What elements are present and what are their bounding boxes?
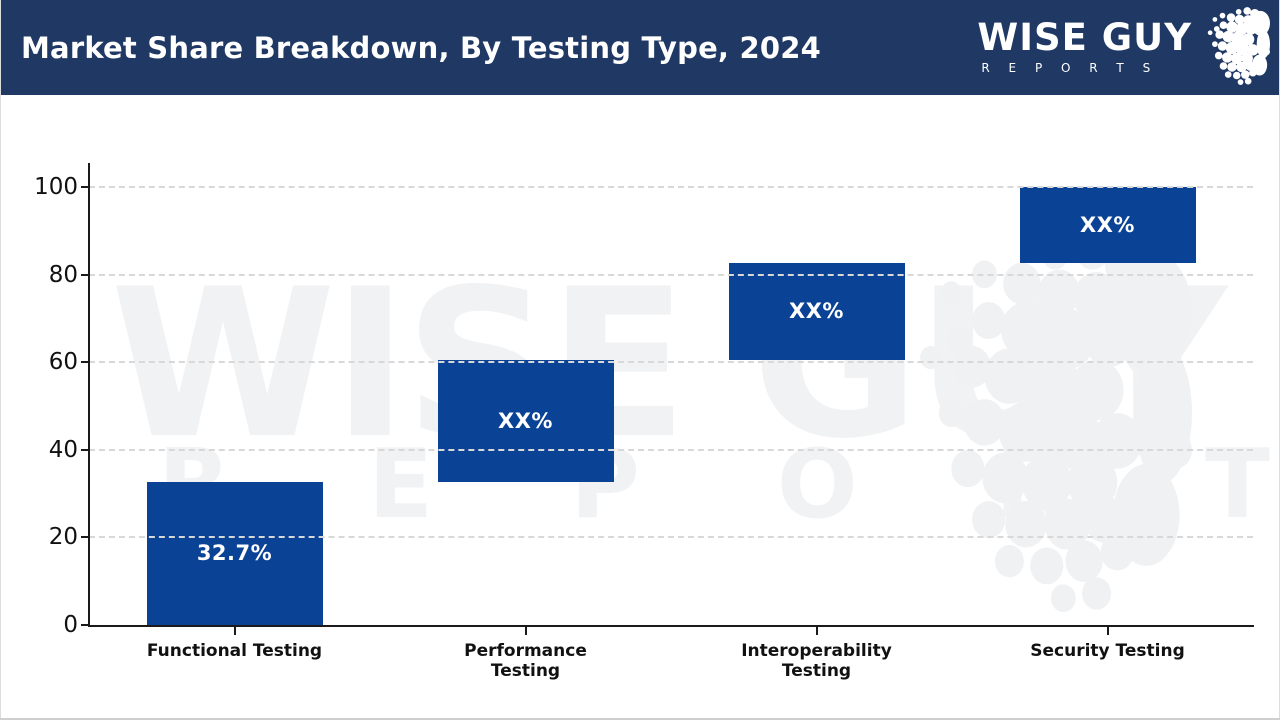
y-axis-line (88, 163, 90, 627)
gridline (89, 361, 1253, 364)
bar-label: XX% (1080, 212, 1135, 237)
gridline (89, 273, 1253, 276)
chart-area: WISE GUY R E P O R T S 32.7%Functional T… (0, 95, 1280, 718)
y-tick-label: 0 (63, 612, 78, 638)
y-tick-mark (81, 186, 89, 188)
watermark-head-icon (860, 228, 1192, 626)
x-tick-mark (233, 627, 236, 635)
header-bar: Market Share Breakdown, By Testing Type,… (0, 0, 1280, 95)
bar-label: XX% (498, 408, 553, 433)
x-tick-mark (1106, 627, 1109, 635)
gridline (89, 186, 1253, 188)
gridline (89, 448, 1253, 451)
bar (728, 262, 905, 360)
y-tick-label: 60 (48, 349, 78, 376)
y-tick-mark (81, 448, 89, 451)
brand-tagline: R E P O R T S (981, 61, 1158, 75)
y-tick-label: 100 (34, 174, 78, 200)
brand-logo-text: WISE GUY R E P O R T S (977, 19, 1192, 75)
y-tick-mark (81, 273, 89, 276)
page-border-left (0, 0, 1, 720)
x-tick-mark (815, 627, 818, 635)
x-tick-mark (524, 627, 527, 635)
gridline (89, 536, 1253, 539)
y-tick-label: 20 (48, 524, 78, 551)
y-tick-mark (81, 624, 89, 626)
page-border-bottom (0, 718, 1280, 720)
bar-label: XX% (789, 299, 844, 324)
x-axis-line (88, 625, 1254, 627)
brand-wordmark: WISE GUY (977, 16, 1192, 59)
plot: 32.7% Functional Testing XX% Performance Te… (0, 95, 1280, 718)
y-tick-label: 40 (48, 436, 78, 463)
x-tick-label: Interoperability Testing (741, 641, 892, 681)
page-title: Market Share Breakdown, By Testing Type,… (21, 30, 821, 65)
bar (146, 481, 323, 625)
x-tick-label: Performance Testing (464, 641, 587, 681)
bar-label: 32.7% (196, 541, 273, 566)
y-tick-label: 80 (48, 261, 78, 288)
y-tick-mark (81, 536, 89, 539)
x-tick-label: Functional Testing (146, 641, 323, 661)
bar (1019, 187, 1196, 263)
brand-logo: WISE GUY R E P O R T S (977, 5, 1270, 89)
head-dots-icon (1194, 5, 1270, 89)
y-tick-mark (81, 361, 89, 364)
bar (437, 360, 614, 482)
x-tick-label: Security Testing (1030, 641, 1185, 661)
